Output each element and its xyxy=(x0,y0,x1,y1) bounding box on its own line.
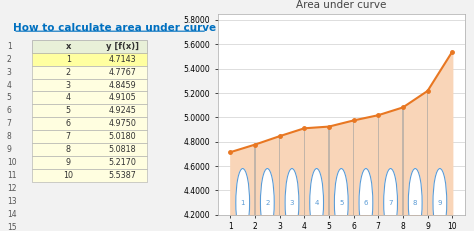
Text: 15: 15 xyxy=(7,223,17,231)
Bar xyxy=(402,107,404,215)
Bar xyxy=(32,53,146,66)
Text: 13: 13 xyxy=(7,197,17,206)
Circle shape xyxy=(334,169,348,231)
Circle shape xyxy=(310,169,324,231)
Text: 9: 9 xyxy=(7,145,12,154)
Text: 1: 1 xyxy=(240,200,245,206)
Text: 8: 8 xyxy=(7,132,11,141)
Bar xyxy=(328,127,330,215)
Text: 12: 12 xyxy=(7,184,16,193)
Text: 3: 3 xyxy=(290,200,294,206)
Text: 2: 2 xyxy=(265,200,270,206)
Text: 5: 5 xyxy=(66,106,71,115)
Title: Area under curve: Area under curve xyxy=(296,0,386,10)
Circle shape xyxy=(260,169,274,231)
Bar xyxy=(32,117,146,130)
Text: 9: 9 xyxy=(66,158,71,167)
Text: 5.0180: 5.0180 xyxy=(109,132,137,141)
Bar xyxy=(279,136,281,215)
Text: 4.9750: 4.9750 xyxy=(109,119,137,128)
Circle shape xyxy=(383,169,398,231)
Text: 7: 7 xyxy=(66,132,71,141)
Text: 5.0818: 5.0818 xyxy=(109,145,137,154)
Text: 4: 4 xyxy=(66,94,71,102)
Text: x: x xyxy=(66,42,71,51)
Bar xyxy=(32,104,146,117)
Text: 4.9105: 4.9105 xyxy=(109,94,137,102)
Text: 4.9245: 4.9245 xyxy=(109,106,137,115)
Bar xyxy=(353,120,355,215)
Text: 5: 5 xyxy=(7,94,12,102)
Text: 9: 9 xyxy=(438,200,442,206)
Text: 3: 3 xyxy=(66,81,71,89)
Text: 6: 6 xyxy=(66,119,71,128)
Text: 2: 2 xyxy=(66,68,71,76)
Text: 6: 6 xyxy=(7,106,12,115)
Text: y [f(x)]: y [f(x)] xyxy=(106,42,139,51)
Text: 8: 8 xyxy=(413,200,418,206)
Text: 10: 10 xyxy=(7,158,17,167)
Circle shape xyxy=(236,169,250,231)
Bar xyxy=(377,115,379,215)
Text: 5.2170: 5.2170 xyxy=(109,158,137,167)
Text: 5.5387: 5.5387 xyxy=(109,171,137,180)
Text: 4.8459: 4.8459 xyxy=(109,81,137,89)
Bar xyxy=(32,156,146,169)
Text: 7: 7 xyxy=(7,119,12,128)
Bar xyxy=(427,91,428,215)
Bar xyxy=(303,128,305,215)
Text: 8: 8 xyxy=(66,145,71,154)
Text: 4: 4 xyxy=(7,81,12,89)
Bar xyxy=(32,130,146,143)
Text: 7: 7 xyxy=(388,200,393,206)
Bar xyxy=(32,169,146,182)
Bar xyxy=(32,143,146,156)
Text: 6: 6 xyxy=(364,200,368,206)
Circle shape xyxy=(408,169,422,231)
Text: 4.7143: 4.7143 xyxy=(109,55,137,64)
Bar xyxy=(254,145,256,215)
Bar xyxy=(32,91,146,104)
Text: 3: 3 xyxy=(7,68,12,76)
Text: 1: 1 xyxy=(66,55,71,64)
Circle shape xyxy=(433,169,447,231)
Circle shape xyxy=(359,169,373,231)
Bar xyxy=(32,79,146,91)
Circle shape xyxy=(285,169,299,231)
Text: 11: 11 xyxy=(7,171,16,180)
Text: 14: 14 xyxy=(7,210,17,219)
Text: How to calculate area under curve in Excel: How to calculate area under curve in Exc… xyxy=(13,23,265,33)
Text: 10: 10 xyxy=(64,171,73,180)
Bar xyxy=(32,66,146,79)
Text: 4: 4 xyxy=(314,200,319,206)
Text: 2: 2 xyxy=(7,55,11,64)
Text: 4.7767: 4.7767 xyxy=(109,68,137,76)
Text: 1: 1 xyxy=(7,42,11,51)
Bar xyxy=(32,40,146,53)
Text: 5: 5 xyxy=(339,200,344,206)
